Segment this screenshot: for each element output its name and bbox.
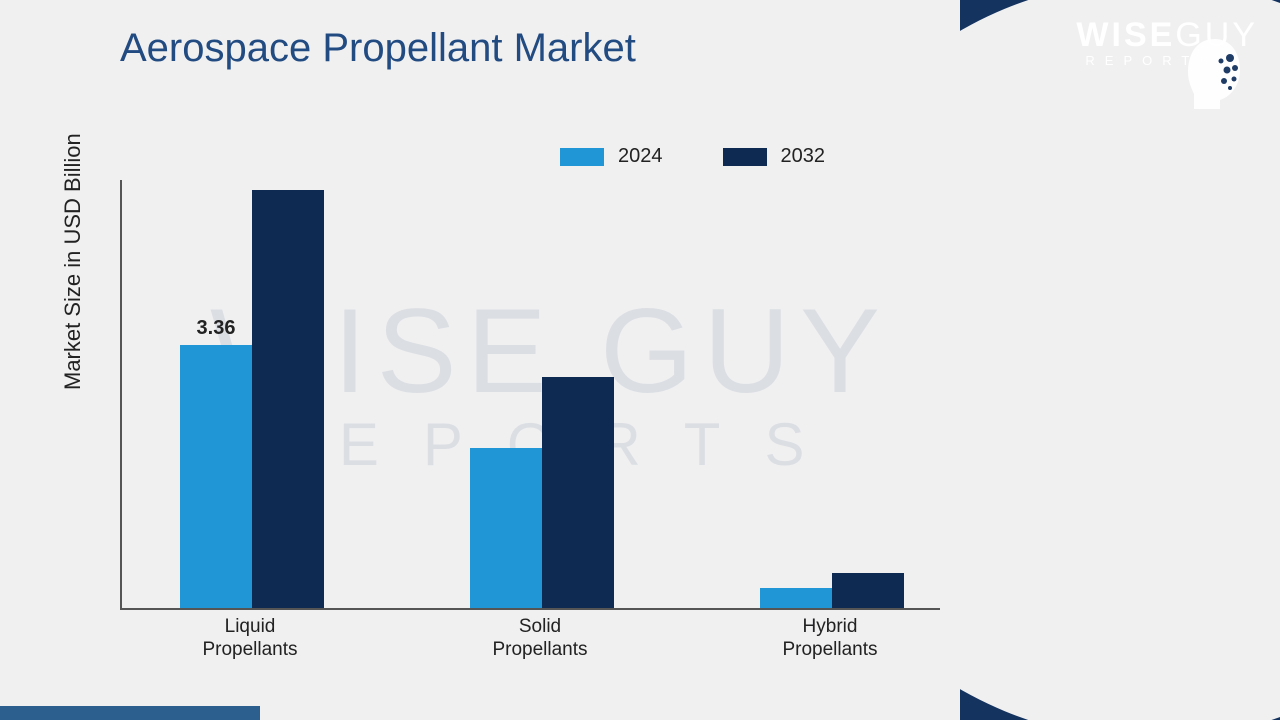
y-axis-label: Market Size in USD Billion [60, 133, 86, 390]
category-label: HybridPropellants [740, 616, 920, 662]
brand-head-icon [1180, 34, 1250, 114]
category-label: LiquidPropellants [160, 616, 340, 662]
bar-group [452, 377, 632, 608]
legend: 2024 2032 [560, 145, 825, 168]
chart-title: Aerospace Propellant Market [120, 26, 636, 71]
bar [542, 377, 614, 608]
legend-swatch [560, 148, 604, 166]
bottom-accent-strip [0, 706, 260, 720]
bar [832, 573, 904, 608]
bar-group [742, 573, 922, 608]
bar [470, 448, 542, 608]
bar-group: 3.36 [162, 190, 342, 608]
legend-item-2024: 2024 [560, 145, 663, 168]
legend-swatch [723, 148, 767, 166]
plot-area: 3.36 [120, 180, 940, 610]
legend-item-2032: 2032 [723, 145, 826, 168]
bar [760, 588, 832, 608]
page-root: WISE GUY REPORTS WISEGUY REPORTS Aerospa… [0, 0, 1280, 720]
bar-value-label: 3.36 [180, 317, 252, 340]
legend-label: 2024 [618, 145, 663, 168]
brand-logo: WISEGUY REPORTS [988, 16, 1258, 68]
bar: 3.36 [180, 345, 252, 608]
bar [252, 190, 324, 608]
category-label: SolidPropellants [450, 616, 630, 662]
legend-label: 2032 [781, 145, 826, 168]
